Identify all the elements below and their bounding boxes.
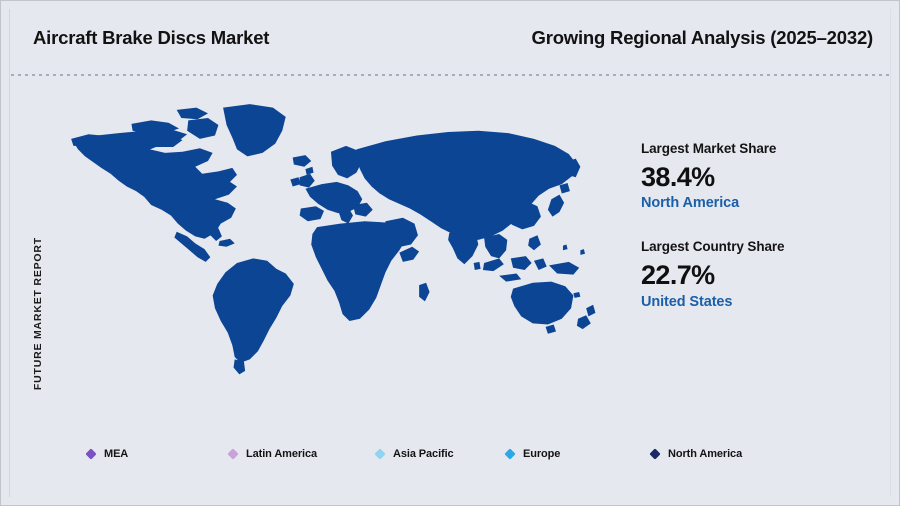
landmass-canadian-arctic [131,120,179,135]
stat-largest-country-share: Largest Country Share 22.7% United State… [641,239,881,309]
legend-item-asia-pacific[interactable]: Asia Pacific [374,448,454,460]
landmass-british-isles [299,173,315,188]
landmass-pacific-islands [580,249,585,255]
stat-value: 38.4% [641,162,715,192]
landmass-baffin-island [187,118,219,139]
landmass-java [499,273,522,282]
landmass-iceland [292,155,312,167]
legend-item-europe[interactable]: Europe [504,448,561,460]
world-map [63,89,643,411]
legend-item-label: MEA [104,448,129,460]
landmass-sumatra [482,258,504,272]
landmass-new-guinea [549,261,580,275]
landmass-india [448,229,479,265]
world-map-svg [71,104,596,375]
stat-value: 22.7% [641,260,715,291]
left-rail-divider [9,9,10,497]
landmass-sri-lanka [473,261,481,271]
landmass-new-zealand-south [576,315,591,330]
landmass-ireland [290,177,301,187]
stat-label: Largest Country Share [641,239,785,255]
landmass-tasmania [545,324,556,334]
landmass-scandinavia [330,145,363,179]
landmass-borneo [510,256,532,271]
brand-vertical-label: FUTURE MARKET REPORT [32,237,44,391]
landmass-alaska [71,134,102,146]
legend-dot-icon [85,448,97,460]
header: Aircraft Brake Discs Market Growing Regi… [1,1,899,76]
landmass-central-america [174,231,211,262]
landmass-caribbean [218,238,235,247]
legend-item-label: Asia Pacific [393,448,454,460]
landmass-arabia [384,217,418,247]
header-subtitle: Growing Regional Analysis (2025–2032) [531,27,874,48]
landmass-north-america [72,129,237,239]
landmass-ellesmere [176,107,208,120]
legend-dot-icon [227,448,239,460]
legend-item-label: Europe [523,448,561,460]
landmass-japan-north [559,183,570,194]
stat-region: North America [641,195,740,212]
landmass-japan [547,194,565,217]
legend-item-label: Latin America [246,448,318,460]
header-divider [11,74,889,76]
stats-panel: Largest Market Share 38.4% North America… [641,141,881,338]
legend-dot-icon [649,448,661,460]
landmass-philippines [528,235,541,251]
landmass-east-asia [503,200,541,230]
landmass-south-america [212,258,294,363]
landmass-patagonia [233,359,246,375]
legend-item-latin-america[interactable]: Latin America [227,448,318,460]
landmass-iberia [299,206,324,222]
legend-item-mea[interactable]: MEA [85,448,129,460]
landmass-australia [510,281,574,325]
landmass-uk-north [305,166,314,175]
landmass-europe-west [305,181,363,214]
landmass-balkans [353,202,373,217]
landmass-southeast-asia [484,234,508,259]
landmass-africa [311,221,407,322]
legend-dot-icon [374,448,386,460]
landmass-sulawesi [533,258,547,271]
landmass-victoria-island [150,135,183,148]
legend-item-label: North America [668,448,743,460]
stat-largest-market-share: Largest Market Share 38.4% North America [641,141,881,211]
map-landmasses [71,104,596,375]
landmass-italy [339,207,353,224]
legend-item-north-america[interactable]: North America [649,448,743,460]
landmass-usa-southeast [209,225,222,242]
landmass-madagascar [419,282,430,302]
page-title: Aircraft Brake Discs Market [33,27,270,48]
stat-region: United States [641,293,733,310]
landmass-new-zealand-north [586,304,596,317]
landmass-greenland [223,104,286,157]
legend: MEA Latin America Asia Pacific Europe No… [85,448,787,468]
right-rail-divider [890,9,891,497]
legend-dot-icon [504,448,516,460]
landmass-micronesia [562,244,568,251]
landmass-horn-of-africa [399,246,420,262]
stat-label: Largest Market Share [641,141,777,156]
landmass-new-caledonia [573,292,581,298]
landmass-kamchatka [565,158,581,178]
